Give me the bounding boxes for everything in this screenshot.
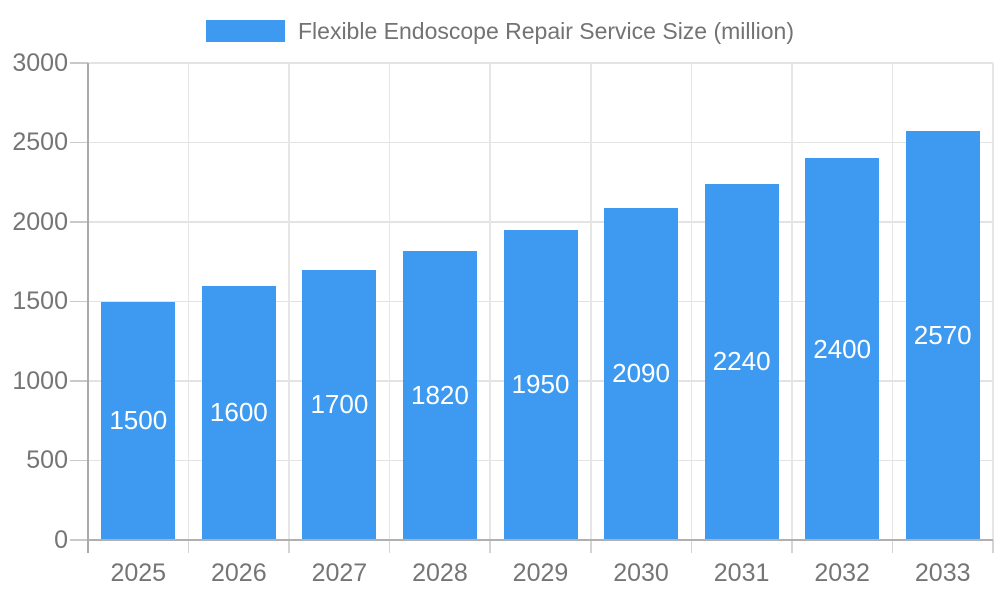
x-axis-tick-label: 2029 xyxy=(512,559,569,587)
x-axis-tick xyxy=(489,540,491,553)
x-axis-line xyxy=(88,539,993,541)
x-axis-tick-label: 2027 xyxy=(311,559,368,587)
y-axis-line xyxy=(87,63,89,553)
y-axis-tick xyxy=(70,539,88,541)
bar-value-label: 2570 xyxy=(913,320,972,351)
x-gridline xyxy=(891,63,894,540)
y-axis-tick xyxy=(70,300,88,303)
bar-value-label: 1820 xyxy=(411,379,469,410)
y-axis-tick xyxy=(70,459,88,462)
y-gridline xyxy=(88,62,993,64)
x-axis-tick xyxy=(791,540,793,553)
bar: 1950 xyxy=(503,229,578,540)
x-axis-tick xyxy=(388,540,391,553)
y-axis-tick-label: 0 xyxy=(54,525,68,554)
x-axis-tick-label: 2026 xyxy=(211,559,267,587)
bar: 2570 xyxy=(905,131,980,540)
x-gridline xyxy=(791,63,793,540)
x-axis-tick-label: 2033 xyxy=(914,559,971,587)
y-axis-tick xyxy=(70,221,88,223)
bar: 1820 xyxy=(402,250,477,540)
bar: 2090 xyxy=(604,207,679,540)
bar: 1700 xyxy=(302,269,377,540)
x-gridline xyxy=(388,63,391,540)
bar: 1500 xyxy=(101,301,176,540)
x-axis-tick xyxy=(690,540,693,553)
x-axis-tick-label: 2031 xyxy=(713,559,770,587)
bar-value-label: 2400 xyxy=(813,333,872,364)
bar-value-label: 1500 xyxy=(109,405,168,436)
y-axis-tick-label: 1500 xyxy=(12,287,68,315)
x-axis-tick xyxy=(187,540,190,553)
y-axis-tick-label: 500 xyxy=(26,446,68,474)
x-axis-tick-label: 2028 xyxy=(412,559,468,587)
chart-legend[interactable]: Flexible Endoscope Repair Service Size (… xyxy=(0,14,1000,48)
x-gridline xyxy=(992,63,994,540)
bar: 1600 xyxy=(201,285,276,540)
x-axis-tick-label: 2032 xyxy=(814,559,870,587)
y-axis-tick-label: 1000 xyxy=(12,366,68,395)
bar-value-label: 1700 xyxy=(310,389,369,420)
x-gridline xyxy=(187,63,190,540)
bar-value-label: 1600 xyxy=(209,397,268,428)
y-axis-tick xyxy=(70,380,88,382)
x-axis-tick-label: 2030 xyxy=(613,559,669,587)
bar-value-label: 2090 xyxy=(612,358,670,389)
legend-swatch[interactable] xyxy=(206,20,285,42)
x-gridline xyxy=(690,63,693,540)
x-axis-tick xyxy=(288,540,290,553)
bar: 2240 xyxy=(704,183,779,540)
y-axis-tick-label: 2500 xyxy=(12,128,68,156)
y-gridline xyxy=(88,221,993,223)
y-axis-tick xyxy=(70,62,88,64)
y-axis-tick-label: 3000 xyxy=(12,48,68,77)
x-axis-tick-label: 2025 xyxy=(110,559,167,587)
bar-value-label: 1950 xyxy=(511,369,570,400)
y-axis-tick-label: 2000 xyxy=(12,207,68,236)
legend-label[interactable]: Flexible Endoscope Repair Service Size (… xyxy=(298,17,794,44)
y-gridline xyxy=(88,141,993,144)
x-gridline xyxy=(489,63,491,540)
x-axis-tick xyxy=(992,540,994,553)
x-gridline xyxy=(590,63,592,540)
x-gridline xyxy=(288,63,290,540)
bar: 2400 xyxy=(805,158,880,540)
bar-value-label: 2240 xyxy=(712,346,771,377)
x-axis-tick xyxy=(891,540,894,553)
y-axis-tick xyxy=(70,141,88,144)
x-axis-tick xyxy=(590,540,592,553)
